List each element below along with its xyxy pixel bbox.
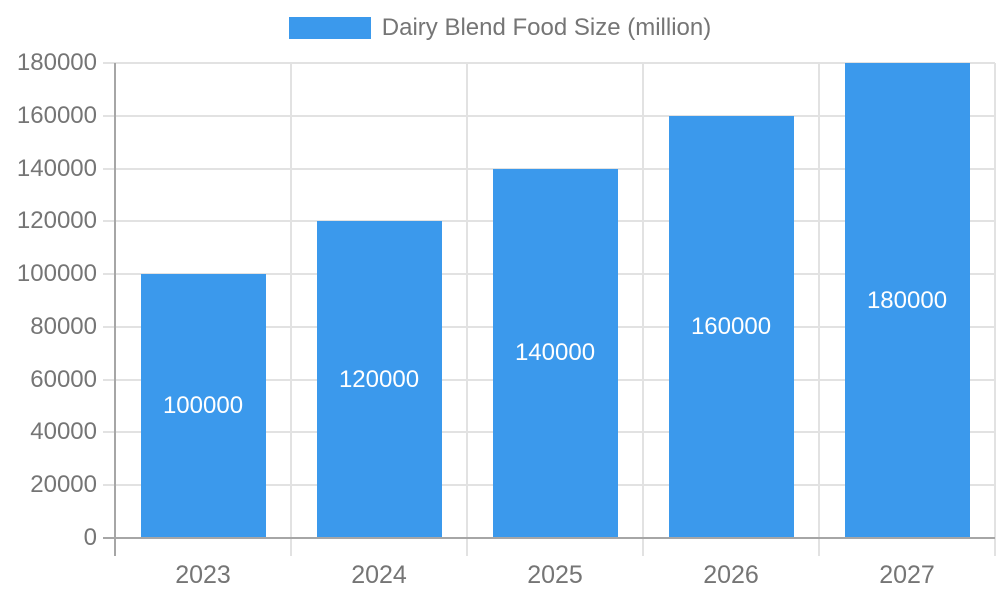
bar-value-label: 180000 — [866, 286, 948, 314]
x-axis-tick-label: 2027 — [879, 561, 935, 589]
x-axis-tick-label: 2026 — [703, 561, 759, 589]
bar-value-label: 100000 — [162, 392, 244, 420]
y-axis-tick-label: 60000 — [30, 365, 97, 393]
bar-2027[interactable]: 180000 — [844, 63, 970, 538]
gridline-horizontal — [115, 62, 995, 64]
x-axis-tick-label: 2025 — [527, 561, 583, 589]
y-axis-tick-label: 100000 — [16, 260, 97, 288]
gridline-vertical — [642, 63, 644, 556]
y-axis-tick-label: 120000 — [16, 207, 97, 235]
bar-2026[interactable]: 160000 — [668, 115, 794, 538]
y-axis-tick-label: 140000 — [16, 154, 97, 182]
x-axis-line — [103, 537, 995, 539]
bar-2025[interactable]: 140000 — [492, 168, 618, 538]
y-axis-tick-mark — [103, 114, 115, 117]
bar-value-label: 160000 — [690, 312, 772, 340]
y-axis-tick-mark — [103, 167, 115, 170]
bar-2023[interactable]: 100000 — [140, 274, 266, 538]
y-axis-tick-mark — [103, 431, 115, 434]
gridline-horizontal — [115, 114, 995, 117]
y-axis-tick-mark — [103, 273, 115, 276]
y-axis-tick-label: 0 — [83, 524, 97, 551]
y-axis-tick-label: 160000 — [16, 101, 97, 129]
y-axis-tick-mark — [103, 220, 115, 223]
y-axis-tick-mark — [103, 62, 115, 64]
y-axis-tick-mark — [103, 378, 115, 381]
legend-label: Dairy Blend Food Size (million) — [381, 14, 712, 41]
y-axis-tick-label: 40000 — [30, 418, 97, 446]
bar-value-label: 120000 — [338, 365, 420, 393]
y-axis-line — [114, 63, 116, 556]
chart-legend[interactable]: Dairy Blend Food Size (million) — [0, 14, 1000, 42]
gridline-vertical — [290, 63, 292, 556]
y-axis-tick-label: 180000 — [16, 49, 97, 76]
gridline-vertical — [994, 63, 996, 556]
x-axis-tick-label: 2024 — [351, 561, 407, 589]
y-axis-tick-label: 20000 — [30, 471, 97, 499]
gridline-vertical — [466, 63, 468, 556]
legend-swatch-icon — [288, 17, 371, 39]
bar-2024[interactable]: 120000 — [316, 221, 442, 538]
y-axis-tick-mark — [103, 325, 115, 328]
y-axis-tick-label: 80000 — [30, 312, 97, 340]
bar-value-label: 140000 — [514, 339, 596, 367]
x-axis-tick-label: 2023 — [175, 561, 231, 589]
gridline-vertical — [818, 63, 820, 556]
y-axis-tick-mark — [103, 484, 115, 487]
